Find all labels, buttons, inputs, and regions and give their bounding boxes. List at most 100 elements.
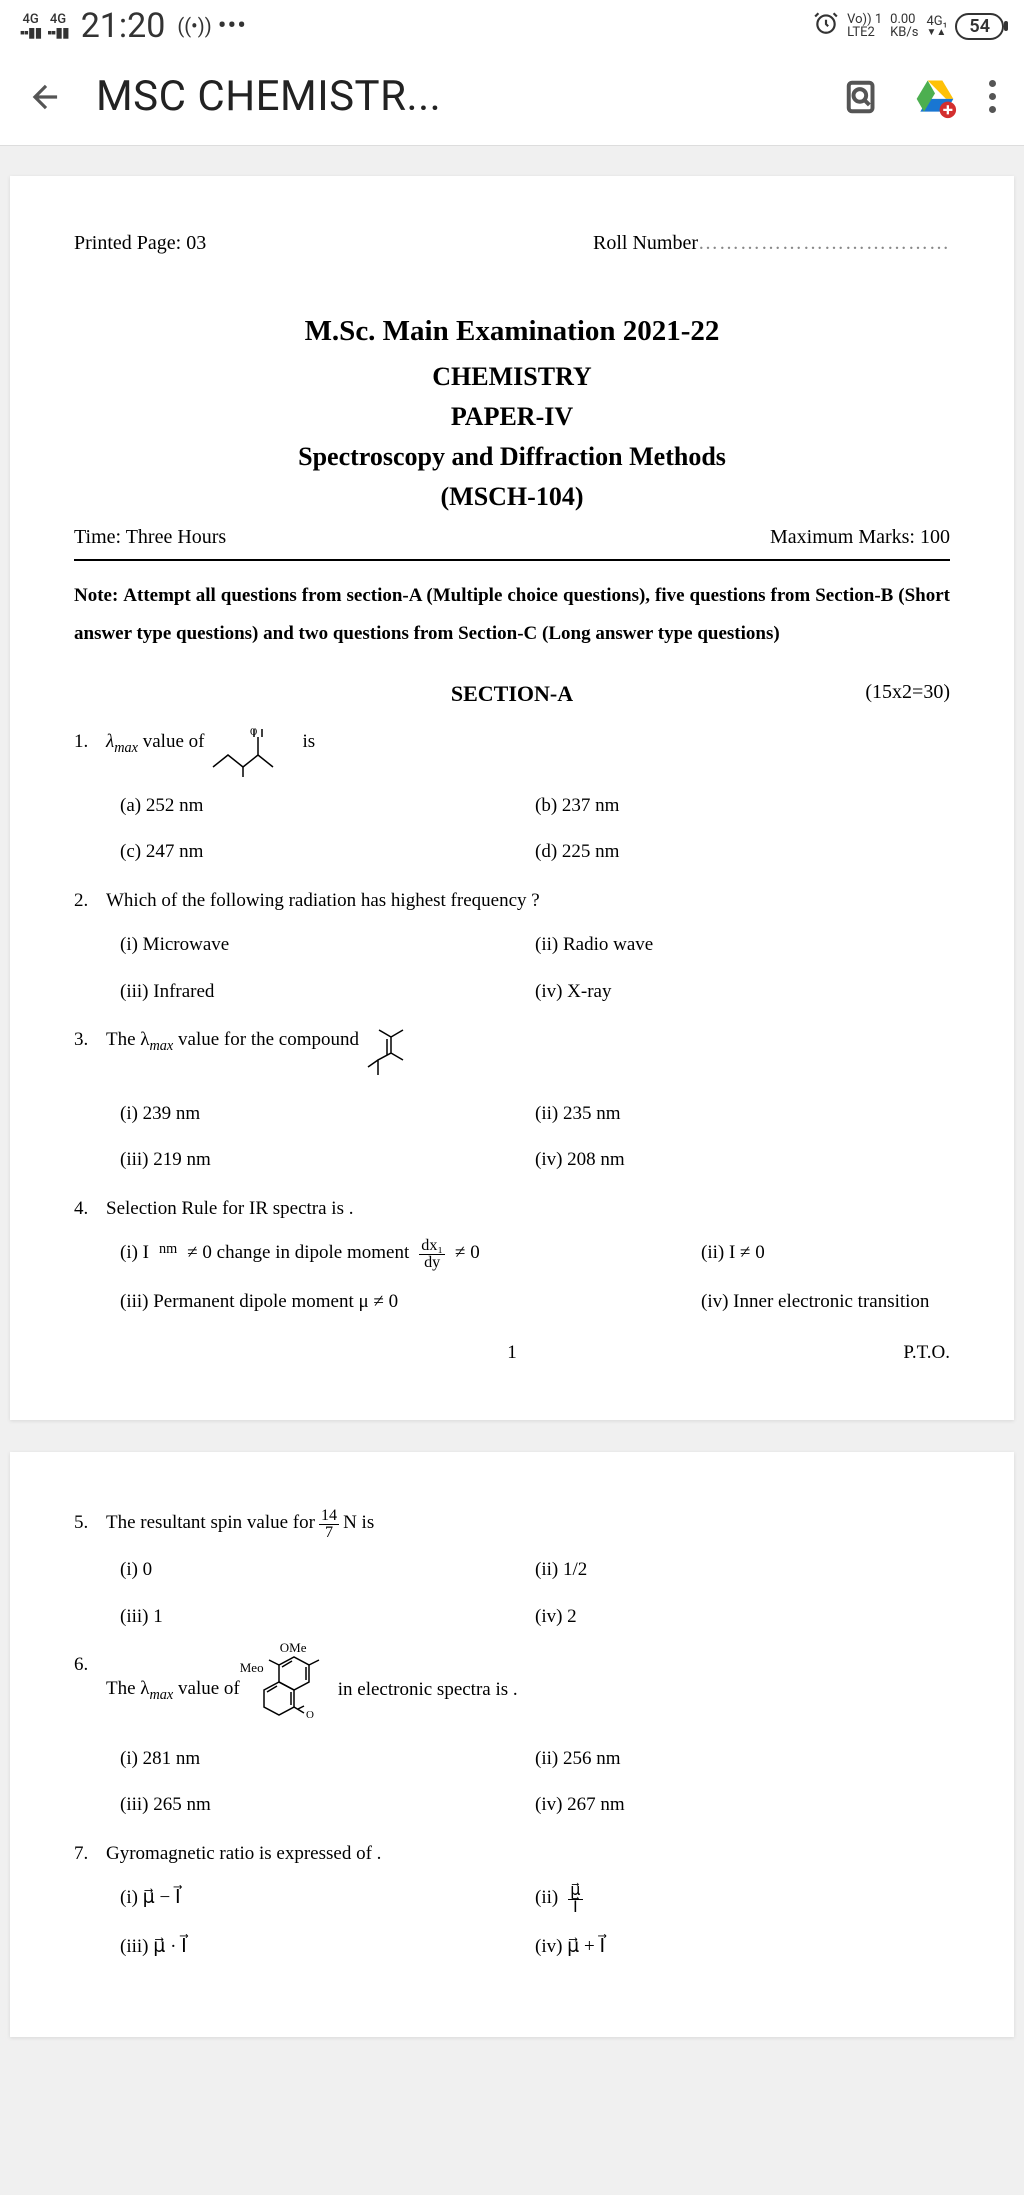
svg-text:O: O bbox=[306, 1709, 314, 1721]
q5-post: N is bbox=[343, 1508, 374, 1538]
q7-ii-pre: (ii) bbox=[535, 1883, 558, 1916]
status-bar: 4G ▪▪▮▮ 4G ▪▪▮▮ 21:20 ((•)) ••• Vo)) 1 L… bbox=[0, 0, 1024, 52]
wifi-calling-icon: ((•)) bbox=[177, 14, 211, 38]
q1-suffix: is bbox=[302, 727, 315, 757]
signal-1: 4G ▪▪▮▮ bbox=[20, 13, 41, 40]
section-a-header: SECTION-A (15x2=30) bbox=[74, 681, 950, 707]
q1-opt-c: (c) 247 nm bbox=[120, 837, 535, 867]
app-title: MSC CHEMISTR... bbox=[96, 72, 813, 121]
q5-number: 5. bbox=[74, 1508, 88, 1538]
q4-i-post: ≠ 0 bbox=[455, 1238, 480, 1271]
q1-lambda: λ bbox=[106, 731, 114, 752]
q1-mid: value of bbox=[138, 731, 204, 752]
document-page-1: Printed Page: 03 Roll Number………………………………… bbox=[10, 176, 1014, 1420]
back-button[interactable] bbox=[24, 75, 68, 119]
marks-label: Maximum Marks: 100 bbox=[770, 526, 950, 549]
q4-i-pre: (i) I bbox=[120, 1238, 149, 1271]
q5-opt-iii: (iii) 1 bbox=[120, 1602, 535, 1632]
data-bottom: KB/s bbox=[890, 26, 918, 39]
q2-opt-iii: (iii) Infrared bbox=[120, 977, 535, 1007]
q5-frac: 147 bbox=[319, 1508, 339, 1541]
roll-number: Roll Number……………………………… bbox=[593, 232, 950, 255]
document-page-2: 5. The resultant spin value for 147 N is… bbox=[10, 1452, 1014, 2037]
q3-options: (i) 239 nm (ii) 235 nm (iii) 219 nm (iv)… bbox=[106, 1099, 950, 1176]
q4-number: 4. bbox=[74, 1194, 88, 1224]
q2-number: 2. bbox=[74, 886, 88, 916]
volte-indicator: Vo)) 1 LTE2 bbox=[847, 13, 882, 39]
q5-options: (i) 0 (ii) 1/2 (iii) 1 (iv) 2 bbox=[106, 1555, 950, 1632]
q6-opt-iii: (iii) 265 nm bbox=[120, 1790, 535, 1820]
signal-1-label: 4G bbox=[23, 13, 39, 26]
q1-opt-a: (a) 252 nm bbox=[120, 791, 535, 821]
page-num-1: 1 bbox=[507, 1342, 517, 1363]
q5-text: The resultant spin value for 147 N is bbox=[106, 1508, 950, 1541]
questions-block-2: 5. The resultant spin value for 147 N is… bbox=[74, 1508, 950, 1963]
paper-code: (MSCH-104) bbox=[74, 482, 950, 512]
chem-structure-2 bbox=[363, 1025, 423, 1085]
q2-text: Which of the following radiation has hig… bbox=[106, 890, 540, 911]
lte-bottom: LTE2 bbox=[847, 26, 875, 39]
question-2: 2. Which of the following radiation has … bbox=[74, 886, 950, 1007]
q5-frac-num: 14 bbox=[319, 1508, 339, 1525]
signal-bars-icon: ▪▪▮▮ bbox=[20, 26, 41, 40]
q6-sub: max bbox=[150, 1686, 174, 1702]
section-a-title: SECTION-A bbox=[451, 681, 573, 707]
note-label: Note: bbox=[74, 585, 118, 606]
divider bbox=[74, 559, 950, 561]
q6-pre: The λ bbox=[106, 1678, 150, 1699]
q5-pre: The resultant spin value for bbox=[106, 1508, 315, 1538]
q2-opt-ii: (ii) Radio wave bbox=[535, 930, 950, 960]
q5-opt-i: (i) 0 bbox=[120, 1555, 535, 1585]
net-label: 4G₁ bbox=[926, 15, 947, 28]
subject-title: CHEMISTRY bbox=[74, 362, 950, 392]
question-5: 5. The resultant spin value for 147 N is… bbox=[74, 1508, 950, 1632]
search-button[interactable] bbox=[841, 75, 885, 119]
q7-opt-ii: (ii) μ⃗I⃗ bbox=[535, 1883, 950, 1916]
q5-opt-ii: (ii) 1/2 bbox=[535, 1555, 950, 1585]
q2-opt-iv: (iv) X-ray bbox=[535, 977, 950, 1007]
exam-title: M.Sc. Main Examination 2021-22 bbox=[74, 315, 950, 348]
status-left: 4G ▪▪▮▮ 4G ▪▪▮▮ 21:20 ((•)) ••• bbox=[20, 6, 247, 46]
q4-opt-i: (i) I nm ≠ 0 change in dipole moment dx₁d… bbox=[120, 1238, 701, 1271]
q3-text: The λmax value for the compound bbox=[106, 1025, 950, 1085]
q4-i-frac: dx₁dy bbox=[419, 1238, 445, 1271]
app-bar: MSC CHEMISTR... bbox=[0, 52, 1024, 146]
q1-sub: max bbox=[114, 740, 138, 756]
q4-i-mid: ≠ 0 change in dipole moment bbox=[187, 1238, 409, 1271]
document-viewport[interactable]: Printed Page: 03 Roll Number………………………………… bbox=[0, 146, 1024, 2099]
q1-opt-d: (d) 225 nm bbox=[535, 837, 950, 867]
q7-ii-den: I⃗ bbox=[571, 1900, 580, 1916]
more-menu-button[interactable] bbox=[985, 76, 1000, 117]
roll-label: Roll Number bbox=[593, 232, 698, 254]
question-1: 1. λmax value of O is (a) 252 nm (b) 237… bbox=[74, 727, 950, 868]
q2-opt-i: (i) Microwave bbox=[120, 930, 535, 960]
signal-2-label: 4G bbox=[50, 13, 66, 26]
signal-2: 4G ▪▪▮▮ bbox=[47, 13, 68, 40]
q6-options: (i) 281 nm (ii) 256 nm (iii) 265 nm (iv)… bbox=[106, 1744, 950, 1821]
q6-opt-ii: (ii) 256 nm bbox=[535, 1744, 950, 1774]
note-text: Attempt all questions from section-A (Mu… bbox=[74, 585, 950, 644]
q3-opt-iv: (iv) 208 nm bbox=[535, 1145, 950, 1175]
q6-text: The λmax value of OMe Meo O in electroni… bbox=[106, 1650, 950, 1730]
paper-number: PAPER-IV bbox=[74, 402, 950, 432]
q3-sub: max bbox=[150, 1038, 174, 1054]
q4-i-sub: nm bbox=[159, 1238, 177, 1271]
q6-mid: value of bbox=[173, 1678, 239, 1699]
q7-text: Gyromagnetic ratio is expressed of . bbox=[106, 1843, 381, 1864]
q4-opt-iii: (iii) Permanent dipole moment μ ≠ 0 bbox=[120, 1287, 701, 1317]
q4-opt-ii: (ii) I ≠ 0 bbox=[701, 1238, 950, 1271]
q4-text: Selection Rule for IR spectra is . bbox=[106, 1198, 353, 1219]
q2-options: (i) Microwave (ii) Radio wave (iii) Infr… bbox=[106, 930, 950, 1007]
paper-header: Printed Page: 03 Roll Number……………………………… bbox=[74, 232, 950, 255]
drive-plus-button[interactable] bbox=[913, 75, 957, 119]
note-block: Note: Attempt all questions from section… bbox=[74, 577, 950, 653]
q5-opt-iv: (iv) 2 bbox=[535, 1602, 950, 1632]
net-arrows-icon: ▼▲ bbox=[926, 28, 946, 38]
pto-label: P.T.O. bbox=[903, 1342, 950, 1364]
q6-meo-label: Meo bbox=[240, 1658, 264, 1679]
printed-page: Printed Page: 03 bbox=[74, 232, 206, 255]
question-7: 7. Gyromagnetic ratio is expressed of . … bbox=[74, 1839, 950, 1963]
data-rate: 0.00 KB/s bbox=[890, 13, 918, 39]
page-footer-1: 1 P.T.O. bbox=[74, 1342, 950, 1364]
svg-text:O: O bbox=[250, 727, 257, 738]
